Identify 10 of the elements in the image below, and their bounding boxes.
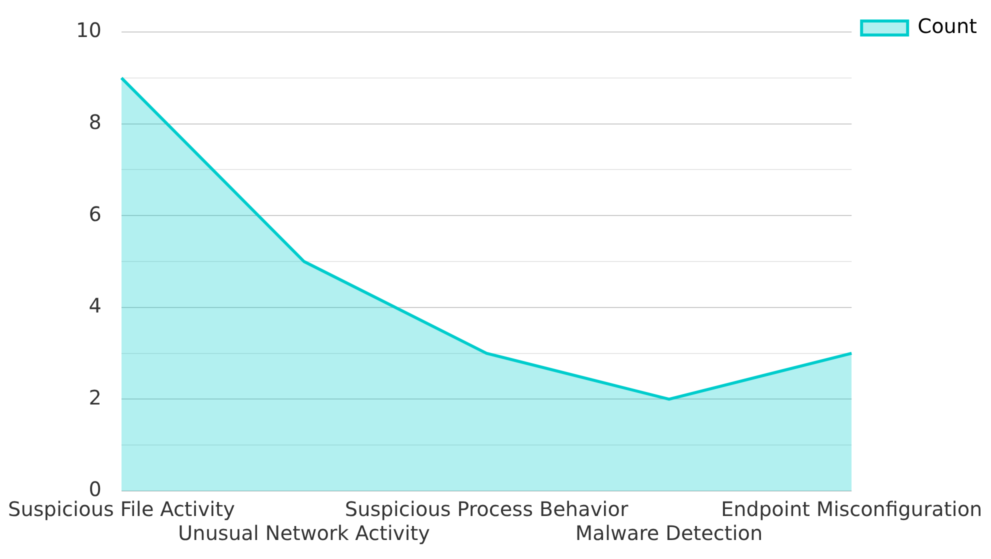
x-tick-label: Malware Detection — [575, 521, 763, 546]
y-tick-label: 8 — [88, 110, 102, 134]
y-tick-label: 4 — [88, 294, 102, 318]
y-tick-label: 10 — [76, 18, 102, 42]
legend-label: Count — [918, 14, 978, 38]
y-tick-label: 2 — [88, 385, 102, 410]
x-tick-label: Endpoint Misconfiguration — [720, 497, 982, 522]
x-tick-label: Unusual Network Activity — [178, 521, 430, 546]
x-tick-label: Suspicious Process Behavior — [344, 497, 629, 522]
y-tick-label: 6 — [88, 202, 102, 226]
